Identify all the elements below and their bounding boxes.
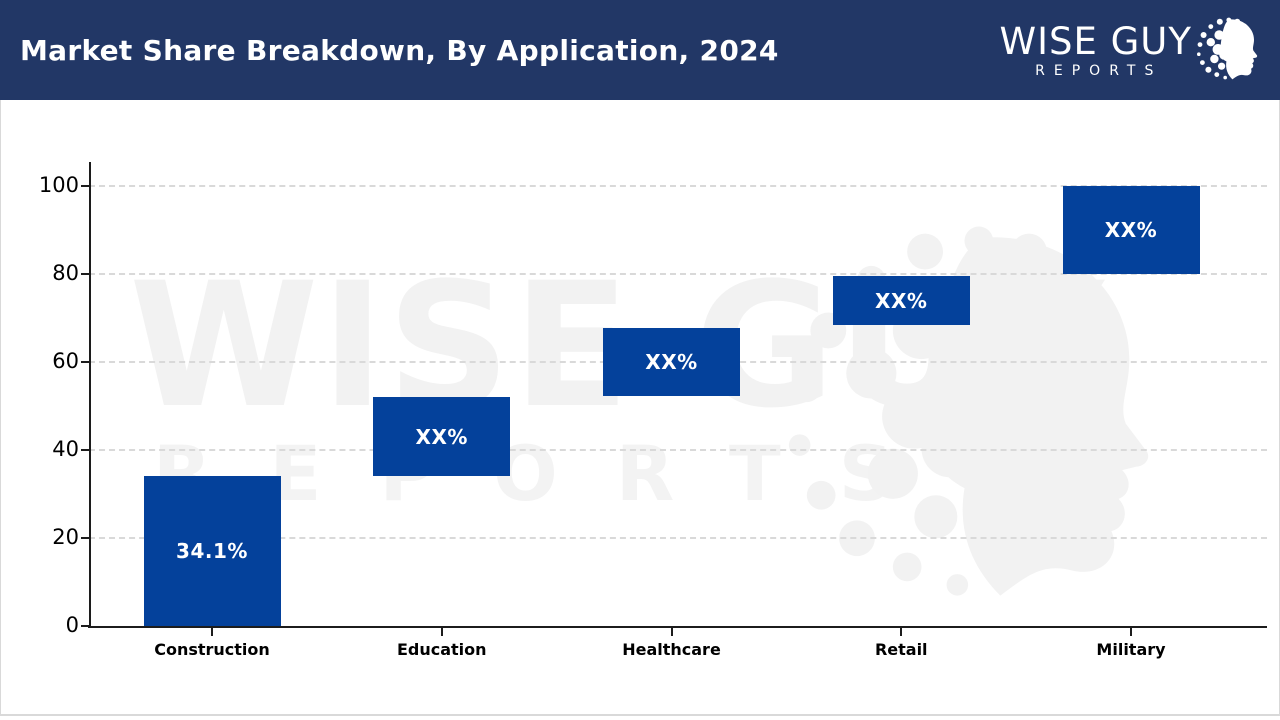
wise-guy-face-icon <box>1197 17 1258 80</box>
bar-value-label: XX% <box>645 349 698 374</box>
x-axis-label: Retail <box>874 640 928 659</box>
bar-construction: 34.1% <box>143 475 281 626</box>
plot-area: 0 20 40 60 80 100 34.1% Construction XX% Educatio… <box>1 100 1279 714</box>
y-tick-40 <box>81 449 89 451</box>
page-title: Market Share Breakdown, By Application, … <box>20 33 779 67</box>
gridline-20 <box>89 537 1267 539</box>
x-tick-construction <box>211 628 213 636</box>
bar-military: XX% <box>1062 186 1200 274</box>
bar-value-label: 34.1% <box>176 538 248 563</box>
y-tick-20 <box>81 537 89 539</box>
x-tick-military <box>1130 628 1132 636</box>
y-tick-0 <box>81 625 89 627</box>
y-tick-60 <box>81 361 89 363</box>
y-tick-100 <box>81 185 89 187</box>
gridline-80 <box>89 273 1267 275</box>
bar-healthcare: XX% <box>603 327 740 397</box>
brand-name: WISE GUY <box>999 19 1192 63</box>
y-tick-label: 0 <box>65 613 79 637</box>
bar-education: XX% <box>373 397 511 476</box>
brand-subtitle: REPORTS <box>1035 62 1163 79</box>
brand-logo-text: WISE GUY REPORTS <box>1000 23 1192 78</box>
x-axis-label: Healthcare <box>622 640 721 659</box>
x-axis-label: Military <box>1096 640 1166 659</box>
y-axis-spine <box>89 162 91 628</box>
header-bar: Market Share Breakdown, By Application, … <box>0 0 1280 100</box>
bar-retail: XX% <box>832 276 970 326</box>
bar-value-label: XX% <box>415 424 468 449</box>
x-axis-label: Construction <box>154 640 270 659</box>
brand-logo: WISE GUY REPORTS <box>1000 0 1266 100</box>
watermark-face-icon <box>788 226 1149 596</box>
x-axis-label: Education <box>396 640 487 659</box>
gridline-40 <box>89 449 1267 451</box>
y-tick-label: 100 <box>38 173 79 197</box>
chart-canvas: WISE GUY REPORTS 02040608010034.1%Constr… <box>0 100 1280 716</box>
x-tick-healthcare <box>670 628 673 636</box>
y-tick-label: 80 <box>52 261 79 285</box>
y-tick-label: 40 <box>52 437 79 461</box>
gridline-100 <box>89 185 1267 187</box>
y-tick-label: 20 <box>52 525 79 549</box>
x-tick-education <box>440 628 443 636</box>
y-tick-80 <box>81 273 89 275</box>
x-tick-retail <box>900 628 903 636</box>
bar-value-label: XX% <box>1104 218 1158 242</box>
x-axis-spine <box>88 626 1267 628</box>
bar-value-label: XX% <box>875 288 928 313</box>
y-tick-label: 60 <box>52 349 79 373</box>
